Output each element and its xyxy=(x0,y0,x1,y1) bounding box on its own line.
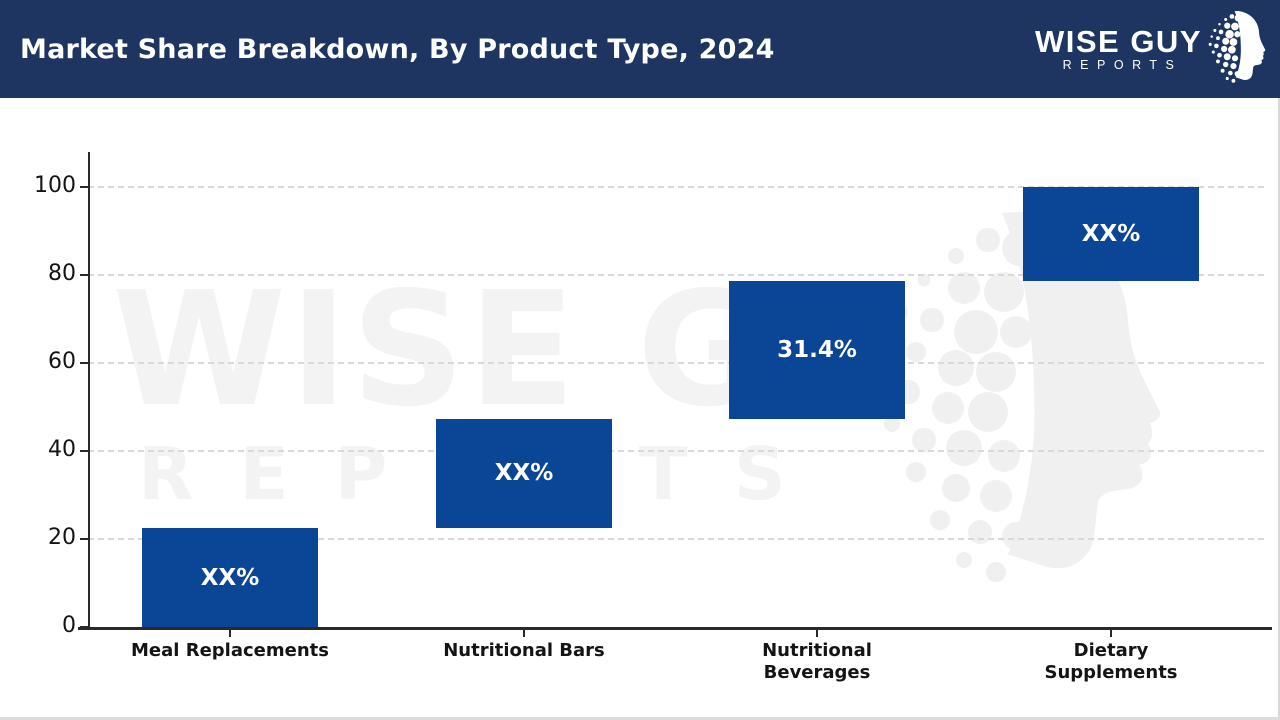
y-tick-label: 100 xyxy=(34,173,76,198)
x-tick-label-line: Nutritional xyxy=(762,640,872,661)
bar-2: 31.4% xyxy=(729,280,905,419)
y-tick-label: 80 xyxy=(48,261,76,286)
x-tick-mark xyxy=(1110,630,1112,637)
x-tick-mark xyxy=(816,630,818,637)
y-tick-mark xyxy=(80,450,88,452)
y-tick-mark xyxy=(80,186,88,188)
page-title: Market Share Breakdown, By Product Type,… xyxy=(20,33,775,65)
logo-text: WISE GUY REPORTS xyxy=(1034,23,1202,73)
logo-head-icon xyxy=(1204,6,1266,92)
gridline-20 xyxy=(88,538,1264,540)
x-tick-label-line: Meal Replacements xyxy=(131,640,329,661)
x-tick-label: Dietary Supplements xyxy=(991,640,1231,684)
x-tick-mark xyxy=(523,630,525,637)
y-tick-mark xyxy=(80,362,88,364)
bar-value-label: XX% xyxy=(494,460,554,487)
y-tick-label: 40 xyxy=(48,437,76,462)
bar-3: XX% xyxy=(1023,187,1199,281)
x-tick-label-line: Nutritional Bars xyxy=(443,640,605,661)
x-tick-label: Meal Replacements xyxy=(110,640,350,662)
gridline-100 xyxy=(88,186,1264,188)
y-axis-line xyxy=(88,152,90,630)
bar-value-label: XX% xyxy=(200,564,260,591)
x-tick-label-line: Beverages xyxy=(763,661,871,683)
x-tick-label: Nutritional Beverages xyxy=(697,640,937,684)
y-tick-label: 20 xyxy=(48,525,76,550)
bar-1: XX% xyxy=(436,418,612,528)
gridline-80 xyxy=(88,274,1264,276)
x-tick-label-line: Dietary xyxy=(1073,640,1149,661)
gridline-40 xyxy=(88,450,1264,452)
wise-guy-reports-logo: WISE GUY REPORTS xyxy=(1035,6,1266,92)
x-tick-label-line: Supplements xyxy=(1044,661,1178,683)
x-tick-label: Nutritional Bars xyxy=(404,640,644,662)
x-axis-line xyxy=(78,627,1272,630)
y-tick-label: 0 xyxy=(62,613,76,638)
gridline-60 xyxy=(88,362,1264,364)
bar-value-label: 31.4% xyxy=(777,336,857,363)
x-tick-mark xyxy=(229,630,231,637)
y-tick-label: 60 xyxy=(48,349,76,374)
y-tick-mark xyxy=(80,274,88,276)
y-tick-mark xyxy=(80,538,88,540)
bar-value-label: XX% xyxy=(1081,220,1141,247)
header-bar: Market Share Breakdown, By Product Type,… xyxy=(0,0,1280,98)
logo-subtitle: REPORTS xyxy=(1062,58,1183,73)
bar-0: XX% xyxy=(142,528,318,627)
logo-name: WISE GUY xyxy=(1034,23,1202,59)
